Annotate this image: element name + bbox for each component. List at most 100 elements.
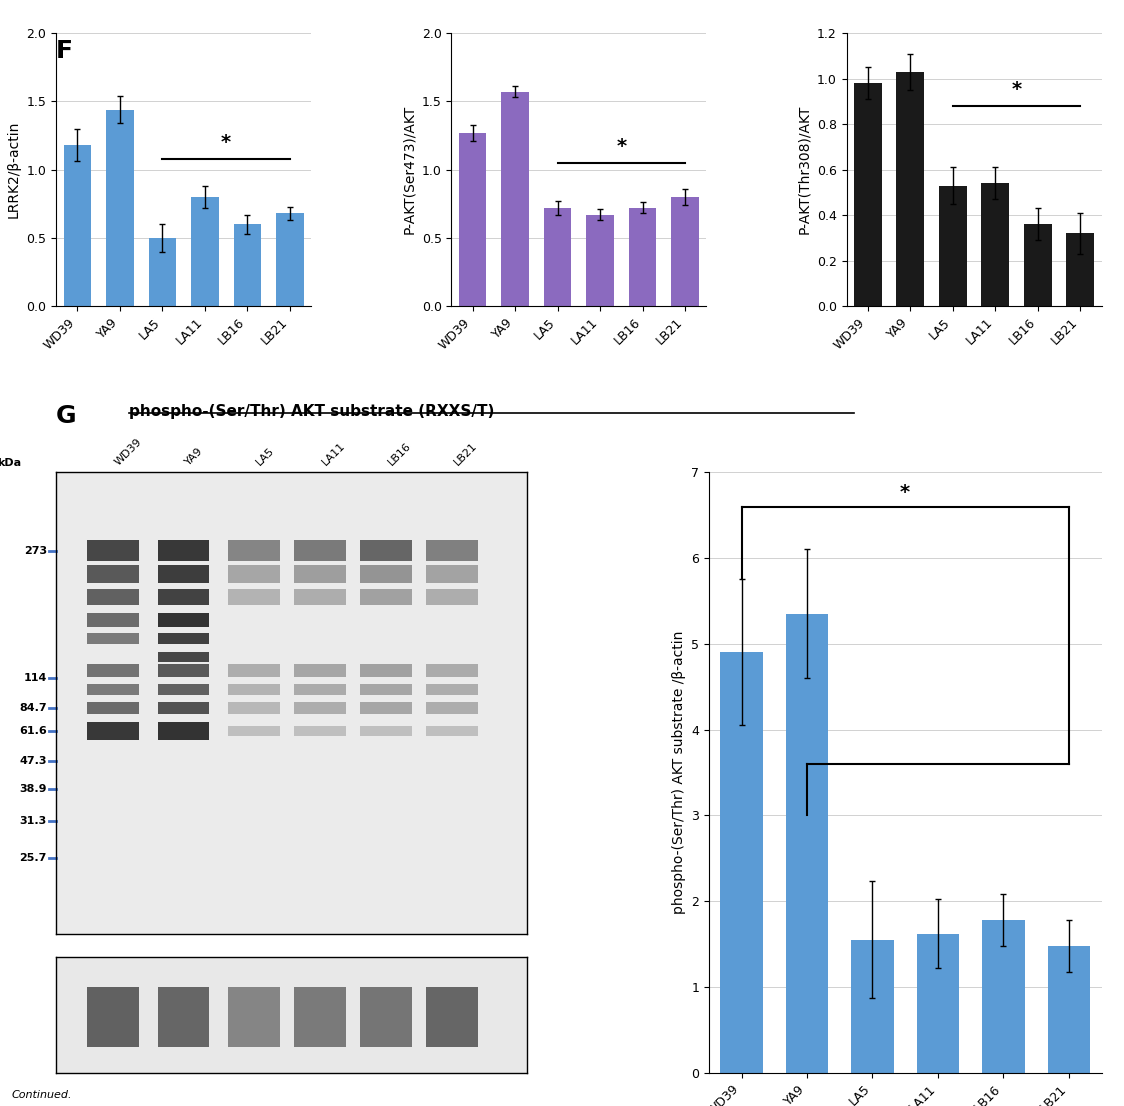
Bar xyxy=(157,988,209,1047)
Bar xyxy=(426,988,478,1047)
Text: *: * xyxy=(221,133,232,152)
Bar xyxy=(228,588,280,605)
Bar xyxy=(360,988,413,1047)
Y-axis label: P-AKT(Thr308)/AKT: P-AKT(Thr308)/AKT xyxy=(797,105,812,234)
Text: Continued.: Continued. xyxy=(11,1091,72,1100)
Bar xyxy=(982,920,1025,1073)
Bar xyxy=(426,727,478,735)
Bar xyxy=(64,145,91,306)
Text: 84.7: 84.7 xyxy=(19,702,47,713)
Bar xyxy=(360,588,413,605)
Bar xyxy=(1024,225,1052,306)
Text: *: * xyxy=(1012,80,1022,100)
Bar xyxy=(917,933,959,1073)
Text: LB21: LB21 xyxy=(452,440,479,468)
Bar xyxy=(157,665,209,677)
Bar xyxy=(106,109,134,306)
Bar xyxy=(501,92,529,306)
Text: 25.7: 25.7 xyxy=(19,853,47,863)
Bar xyxy=(786,614,828,1073)
Bar xyxy=(228,684,280,695)
Bar xyxy=(1067,233,1094,306)
Bar xyxy=(720,653,763,1073)
Bar xyxy=(854,83,881,306)
Text: G: G xyxy=(56,404,76,428)
Bar xyxy=(87,613,138,627)
Bar xyxy=(157,722,209,740)
Bar xyxy=(426,665,478,677)
Bar xyxy=(294,727,346,735)
Bar xyxy=(87,702,138,713)
Bar xyxy=(87,722,138,740)
Bar xyxy=(426,702,478,713)
Text: 31.3: 31.3 xyxy=(19,816,47,826)
Y-axis label: P-AKT(Ser473)/AKT: P-AKT(Ser473)/AKT xyxy=(402,105,416,234)
Bar xyxy=(148,238,176,306)
Bar xyxy=(897,72,924,306)
Bar xyxy=(87,564,138,583)
Bar xyxy=(1048,946,1090,1073)
Bar xyxy=(294,988,346,1047)
Bar xyxy=(87,541,138,561)
Bar xyxy=(228,665,280,677)
Y-axis label: phospho-(Ser/Thr) AKT substrate /β-actin: phospho-(Ser/Thr) AKT substrate /β-actin xyxy=(671,630,686,915)
Bar xyxy=(87,633,138,645)
Bar xyxy=(360,541,413,561)
Bar xyxy=(426,588,478,605)
Bar xyxy=(157,702,209,713)
Bar xyxy=(360,564,413,583)
Bar xyxy=(228,564,280,583)
Bar xyxy=(544,208,571,306)
Bar xyxy=(87,988,138,1047)
Bar xyxy=(294,588,346,605)
Bar xyxy=(87,665,138,677)
Bar xyxy=(228,988,280,1047)
Text: 61.6: 61.6 xyxy=(19,726,47,735)
Bar xyxy=(426,684,478,695)
Bar xyxy=(157,541,209,561)
Bar xyxy=(228,541,280,561)
Text: 47.3: 47.3 xyxy=(19,757,47,766)
Bar xyxy=(459,133,487,306)
Bar xyxy=(87,588,138,605)
Bar xyxy=(360,727,413,735)
Text: *: * xyxy=(616,137,626,156)
Bar xyxy=(294,541,346,561)
Bar xyxy=(228,727,280,735)
Bar xyxy=(234,225,261,306)
Text: LA11: LA11 xyxy=(320,440,347,468)
Bar xyxy=(157,651,209,662)
Bar xyxy=(360,702,413,713)
Bar xyxy=(294,564,346,583)
Bar xyxy=(360,684,413,695)
Bar xyxy=(294,665,346,677)
Bar xyxy=(851,940,894,1073)
Text: *: * xyxy=(900,483,910,502)
Bar xyxy=(294,684,346,695)
Y-axis label: LRRK2/β-actin: LRRK2/β-actin xyxy=(7,121,21,218)
Text: 114: 114 xyxy=(24,672,47,682)
Text: YA9: YA9 xyxy=(183,446,205,468)
Text: 273: 273 xyxy=(24,545,47,555)
Text: WD39: WD39 xyxy=(112,437,144,468)
Bar xyxy=(671,197,699,306)
Text: phospho-(Ser/Thr) AKT substrate (RXXS/T): phospho-(Ser/Thr) AKT substrate (RXXS/T) xyxy=(129,404,495,419)
Bar xyxy=(426,541,478,561)
Bar xyxy=(360,665,413,677)
Bar xyxy=(981,184,1009,306)
Bar xyxy=(939,186,967,306)
Bar xyxy=(426,564,478,583)
Text: F: F xyxy=(56,39,73,63)
Bar xyxy=(294,702,346,713)
Bar xyxy=(157,633,209,645)
Bar xyxy=(157,613,209,627)
Text: LB16: LB16 xyxy=(386,441,413,468)
Text: LA5: LA5 xyxy=(254,446,277,468)
Bar xyxy=(277,213,303,306)
Text: kDa: kDa xyxy=(0,458,21,468)
Bar xyxy=(228,702,280,713)
Bar xyxy=(587,215,614,306)
Bar xyxy=(157,684,209,695)
Text: 38.9: 38.9 xyxy=(19,784,47,794)
Bar xyxy=(628,208,656,306)
